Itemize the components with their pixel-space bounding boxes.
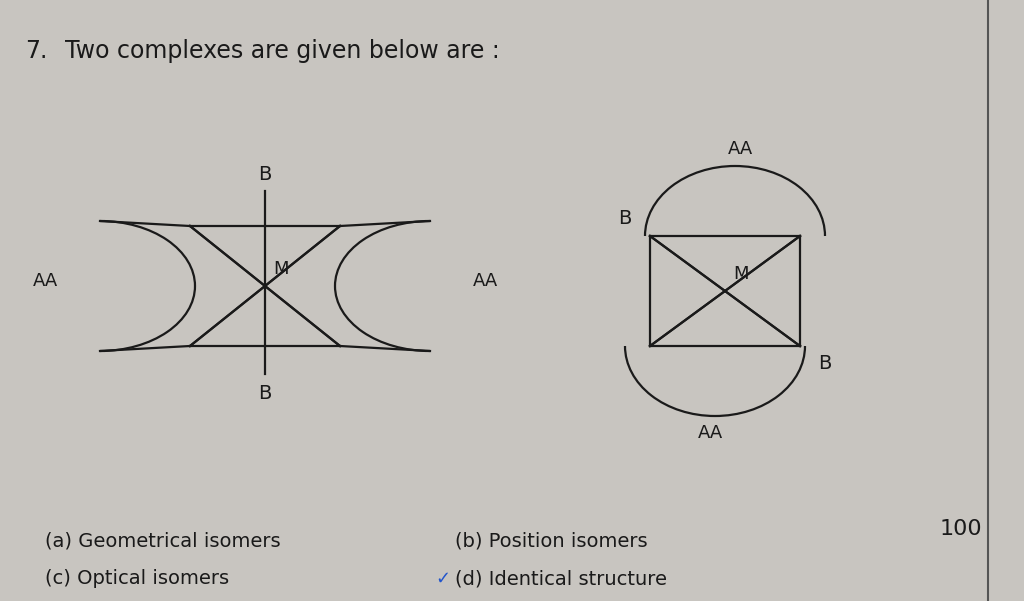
- Text: B: B: [618, 209, 632, 228]
- Text: 100: 100: [939, 519, 982, 539]
- Text: AA: AA: [727, 140, 753, 158]
- Text: (a) Geometrical isomers: (a) Geometrical isomers: [45, 531, 281, 551]
- Text: (d) Identical structure: (d) Identical structure: [455, 570, 667, 588]
- Text: Two complexes are given below are :: Two complexes are given below are :: [65, 39, 500, 63]
- Text: AA: AA: [472, 272, 498, 290]
- Text: B: B: [258, 384, 271, 403]
- Text: AA: AA: [697, 424, 723, 442]
- Text: AA: AA: [33, 272, 57, 290]
- Text: B: B: [818, 354, 831, 373]
- Text: ✓: ✓: [435, 570, 451, 588]
- Text: B: B: [258, 165, 271, 184]
- Text: M: M: [733, 265, 749, 283]
- Text: 7.: 7.: [25, 39, 47, 63]
- Text: M: M: [273, 260, 289, 278]
- Text: (c) Optical isomers: (c) Optical isomers: [45, 570, 229, 588]
- Text: (b) Position isomers: (b) Position isomers: [455, 531, 647, 551]
